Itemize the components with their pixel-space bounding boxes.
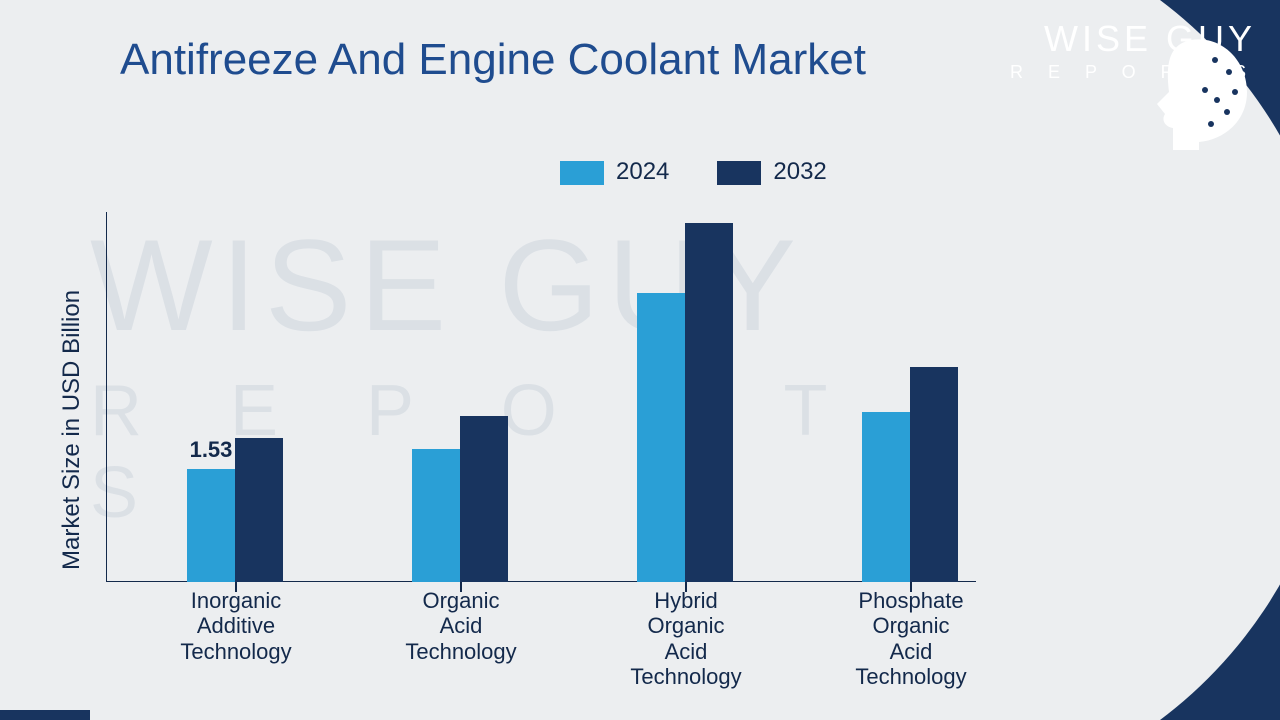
- legend-swatch-2032: [717, 161, 761, 185]
- brand-line2: R E P O R T S: [1010, 62, 1256, 83]
- brand-logo: WISE GUY R E P O R T S: [1010, 18, 1256, 83]
- legend-label-2032: 2032: [773, 158, 826, 185]
- category-label: PhosphateOrganicAcidTechnology: [811, 588, 1011, 689]
- legend-item-2024: 2024: [560, 158, 669, 186]
- category-label: InorganicAdditiveTechnology: [136, 588, 336, 664]
- bar-2032: [910, 367, 958, 582]
- legend-label-2024: 2024: [616, 158, 669, 185]
- bar-2032: [460, 416, 508, 583]
- page-title: Antifreeze And Engine Coolant Market: [120, 36, 866, 84]
- legend: 2024 2032: [560, 158, 827, 186]
- category-label: OrganicAcidTechnology: [361, 588, 561, 664]
- canvas: WISE GUY R E P O R T S Antifreeze And En…: [0, 0, 1280, 720]
- bar-2024: [412, 449, 460, 582]
- bar-2024: [187, 469, 235, 582]
- x-tick: [685, 582, 687, 592]
- bar-value-label: 1.53: [171, 437, 251, 463]
- x-tick: [235, 582, 237, 592]
- x-tick: [460, 582, 462, 592]
- bottom-accent-bar: [0, 710, 90, 720]
- bar-2032: [685, 223, 733, 582]
- bar-chart: InorganicAdditiveTechnology1.53OrganicAc…: [106, 212, 976, 582]
- bar-2024: [862, 412, 910, 582]
- legend-swatch-2024: [560, 161, 604, 185]
- brand-line1: WISE GUY: [1010, 18, 1256, 60]
- y-axis: [106, 212, 107, 582]
- category-label: HybridOrganicAcidTechnology: [586, 588, 786, 689]
- y-axis-label: Market Size in USD Billion: [58, 290, 86, 570]
- bar-2024: [637, 293, 685, 582]
- legend-item-2032: 2032: [717, 158, 826, 186]
- x-tick: [910, 582, 912, 592]
